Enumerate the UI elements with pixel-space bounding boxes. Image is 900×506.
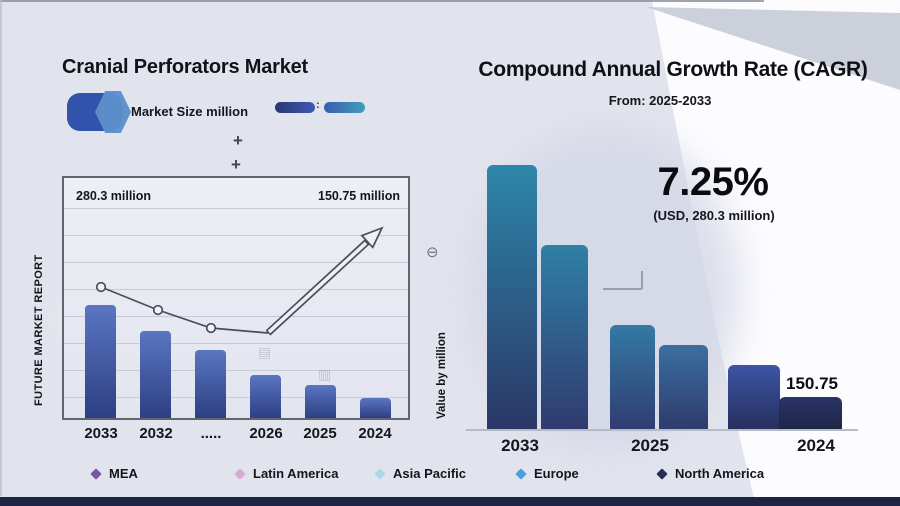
plus-mark-icon: +: [231, 155, 241, 174]
value-data-label: 150.75: [786, 374, 838, 393]
step-annotation-vertical: [641, 271, 643, 289]
left-x-axis-label: 2033: [84, 425, 118, 442]
gradient-pill-icon-right: [324, 102, 365, 113]
legend-diamond-icon: [234, 467, 246, 480]
end-value-label: 150.75 million: [318, 189, 400, 203]
cagr-bar: [610, 325, 655, 430]
arrow-head-icon: [360, 226, 384, 249]
left-chart-side-label: FUTURE MARKET REPORT: [33, 254, 45, 406]
legend-label: Asia Pacific: [393, 466, 466, 481]
cagr-bar: [779, 397, 842, 430]
white-swoosh-shape: [652, 0, 900, 506]
cagr-bar: [487, 165, 537, 430]
market-size-bar: [195, 350, 226, 418]
legend-item: Europe: [515, 466, 579, 481]
cagr-bar: [659, 345, 708, 430]
left-x-axis-label: .....: [200, 425, 222, 442]
gradient-pill-icon-left: [275, 102, 315, 113]
left-x-axis-label: 2026: [249, 425, 283, 442]
legend-label: MEA: [109, 466, 138, 481]
legend-label: Europe: [534, 466, 579, 481]
right-chart-side-label: Value by million: [436, 332, 448, 419]
plus-mark-icon: +: [233, 131, 243, 150]
start-value-label: 280.3 million: [76, 189, 152, 203]
cagr-detail: (USD, 280.3 million): [653, 208, 775, 223]
market-size-bar: [250, 375, 281, 418]
page-title: Cranial Perforators Market: [62, 56, 309, 78]
trend-line: [100, 286, 269, 334]
market-size-bar: [85, 305, 116, 418]
line-marker: [205, 322, 217, 334]
right-x-axis-label: 2024: [797, 436, 835, 455]
line-marker: [95, 281, 107, 293]
legend-item: Latin America: [234, 466, 339, 481]
bottom-accent-bar: [0, 497, 900, 506]
left-x-axis-label: 2025: [303, 425, 337, 442]
step-annotation-horizontal: [603, 288, 642, 290]
legend-item: Asia Pacific: [374, 466, 466, 481]
right-chart-baseline: [466, 429, 858, 431]
cagr-bar: [728, 365, 780, 430]
market-size-bar: [140, 331, 171, 418]
top-border-line: [0, 0, 764, 2]
minus-circle-icon: ⊖: [426, 244, 439, 261]
legend-label: Latin America: [253, 466, 339, 481]
market-size-bar: [360, 398, 391, 418]
pill-separator: :: [316, 99, 320, 111]
right-x-axis-label: 2025: [631, 436, 669, 455]
market-size-bar: [305, 385, 336, 418]
line-marker: [152, 304, 164, 316]
cagr-value: 7.25%: [657, 160, 769, 204]
legend-item: North America: [656, 466, 765, 481]
cagr-bar: [541, 245, 588, 430]
cagr-range-subtitle: From: 2025-2033: [608, 93, 712, 108]
legend-label: North America: [675, 466, 765, 481]
left-x-axis-label: 2032: [139, 425, 173, 442]
legend-diamond-icon: [90, 467, 102, 480]
ghost-clipboard-icon: ▤: [258, 344, 272, 360]
trend-line-overlay: [95, 226, 384, 336]
left-x-axis-label: 2024: [358, 425, 392, 442]
market-size-label: Market Size million: [131, 104, 249, 119]
arrow-shaft-fill: [267, 241, 368, 334]
right-x-axis-label: 2033: [501, 436, 539, 455]
legend-item: MEA: [90, 466, 138, 481]
chart-gridlines: [64, 208, 408, 418]
region-legend: MEA Latin America Asia Pacific Europe North …: [0, 466, 900, 486]
gray-corner-wedge: [646, 7, 900, 90]
left-border-line: [0, 0, 2, 496]
legend-diamond-icon: [515, 467, 527, 480]
ghost-clipboard-icon: ▥: [318, 366, 332, 382]
market-size-chart: 280.3 million 150.75 million ▤ ▥: [62, 176, 410, 420]
cagr-title: Compound Annual Growth Rate (CAGR): [478, 58, 868, 81]
legend-diamond-icon: [656, 467, 668, 480]
legend-diamond-icon: [374, 467, 386, 480]
